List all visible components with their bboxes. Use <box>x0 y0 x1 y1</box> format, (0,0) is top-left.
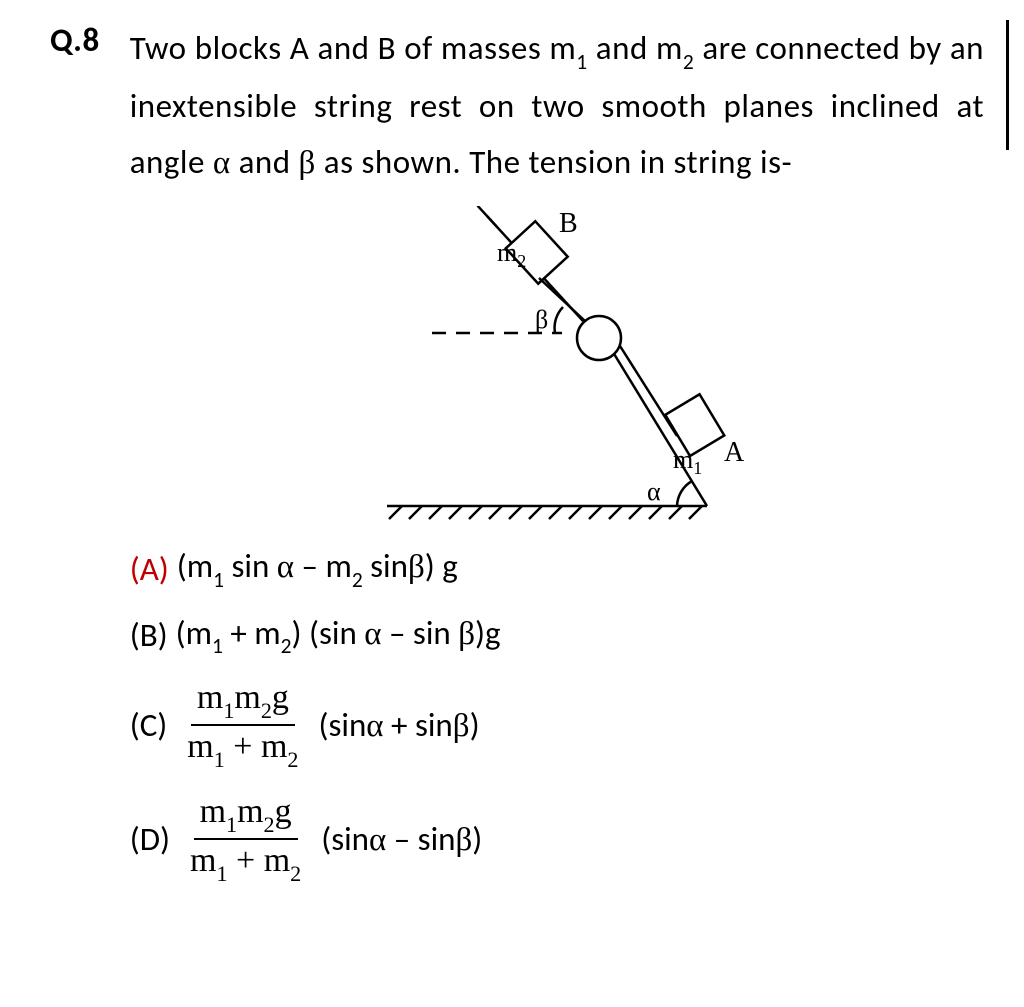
option-C-fraction: m1m2g m1 + m2 <box>181 679 304 771</box>
option-B: (B) (m1 + m2) (sin α – sin β)g <box>130 613 984 658</box>
options-list: (A) (m1 sin α – m2 sinβ) g (B) (m1 + m2)… <box>130 546 984 884</box>
option-A-text: (m1 sin α – m2 sinβ) g <box>177 546 458 591</box>
option-A: (A) (m1 sin α – m2 sinβ) g <box>130 546 984 591</box>
option-C: (C) m1m2g m1 + m2 (sinα + sinβ) <box>130 679 984 771</box>
label-A: A <box>724 437 745 468</box>
label-alpha: α <box>647 477 661 506</box>
diagram-container: B m2 A m1 α β <box>130 206 984 536</box>
option-D: (D) m1m2g m1 + m2 (sinα – sinβ) <box>130 793 984 885</box>
option-C-label: (C) <box>130 705 168 745</box>
qtext-part: as shown. The tension in string is- <box>316 142 792 182</box>
question-text: Two blocks A and B of masses m1 and m2 a… <box>130 20 984 191</box>
question-block: Q.8 Two blocks A and B of masses m1 and … <box>50 20 984 907</box>
option-C-tail: (sinα + sinβ) <box>318 705 479 745</box>
qtext-part: and m <box>588 28 683 68</box>
option-D-label: (D) <box>130 819 170 859</box>
label-B: B <box>559 208 578 239</box>
question-content: Two blocks A and B of masses m1 and m2 a… <box>130 20 984 907</box>
qtext-part: and <box>231 142 299 182</box>
pulley <box>577 316 621 360</box>
page-right-border <box>1006 20 1009 150</box>
label-beta: β <box>535 305 548 334</box>
option-D-fraction: m1m2g m1 + m2 <box>184 793 307 885</box>
question-number: Q.8 <box>50 20 100 907</box>
ground-hatching <box>387 506 707 519</box>
string-lower <box>620 346 677 436</box>
alpha-symbol: α <box>213 145 231 181</box>
physics-diagram: B m2 A m1 α β <box>327 206 787 536</box>
subscript: 2 <box>683 49 694 75</box>
beta-symbol: β <box>299 145 316 181</box>
option-B-label: (B) <box>130 615 168 655</box>
option-B-text: (m1 + m2) (sin α – sin β)g <box>176 613 501 658</box>
option-A-label: (A) <box>130 549 169 589</box>
subscript: 1 <box>576 49 587 75</box>
qtext-part: Two blocks A and B of masses m <box>130 28 577 68</box>
option-D-tail: (sinα – sinβ) <box>321 819 482 859</box>
